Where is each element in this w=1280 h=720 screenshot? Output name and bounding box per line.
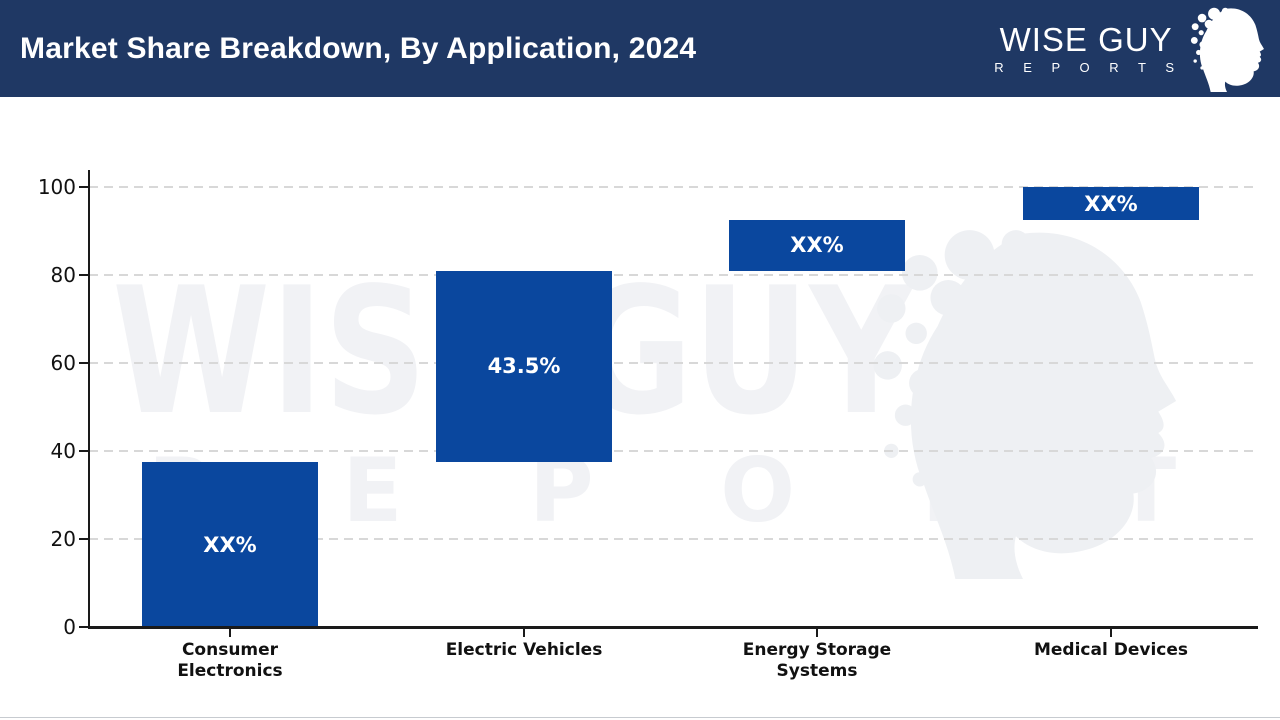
bar-value-label-consumer-electronics: XX% <box>203 532 257 557</box>
bar-value-label-electric-vehicles: 43.5% <box>487 354 561 379</box>
logo-reports-text: R E P O R T S <box>994 59 1182 75</box>
y-tick-label-80: 80 <box>50 263 76 287</box>
bar-consumer-electronics: XX% <box>142 462 318 627</box>
gridline-60 <box>89 362 1258 364</box>
header-bar: Market Share Breakdown, By Application, … <box>0 0 1280 97</box>
y-tick-mark-80 <box>79 274 88 276</box>
y-tick-mark-20 <box>79 538 88 540</box>
x-tick-mark-medical-devices <box>1110 629 1112 637</box>
category-label-line: Medical Devices <box>1033 640 1188 660</box>
x-tick-mark-electric-vehicles <box>523 629 525 637</box>
bottom-border-line <box>0 717 1280 718</box>
y-tick-mark-60 <box>79 362 88 364</box>
category-label-line: Electric Vehicles <box>445 640 603 660</box>
bar-value-label-energy-storage-systems: XX% <box>790 233 844 258</box>
gridline-80 <box>89 274 1258 276</box>
y-tick-label-20: 20 <box>50 527 76 551</box>
y-axis-line <box>88 170 90 629</box>
gridline-40 <box>89 450 1258 452</box>
bar-energy-storage-systems: XX% <box>729 220 905 271</box>
y-tick-label-40: 40 <box>50 439 76 463</box>
bar-value-label-medical-devices: XX% <box>1084 191 1138 216</box>
wise-guy-logo: WISE GUY R E P O R T S <box>990 6 1266 92</box>
logo-brand-text: WISE GUY <box>999 20 1173 58</box>
x-tick-mark-energy-storage-systems <box>816 629 818 637</box>
y-tick-mark-100 <box>79 186 88 188</box>
logo-text: WISE GUY R E P O R T S <box>990 20 1182 75</box>
category-label-line: Energy Storage <box>742 640 892 660</box>
face-profile-logo-icon <box>1190 7 1264 92</box>
y-tick-mark-40 <box>79 450 88 452</box>
watermark-face-profile <box>873 230 1177 579</box>
bar-electric-vehicles: 43.5% <box>436 270 612 462</box>
page-title: Market Share Breakdown, By Application, … <box>20 31 697 65</box>
x-category-label-electric-vehicles: Electric Vehicles <box>379 640 669 661</box>
x-category-label-medical-devices: Medical Devices <box>966 640 1256 661</box>
x-category-label-consumer-electronics: Consumer Electronics <box>85 640 375 682</box>
category-label-line: Electronics <box>177 661 283 681</box>
y-tick-mark-0 <box>79 626 88 628</box>
y-tick-label-0: 0 <box>63 615 76 639</box>
x-tick-mark-consumer-electronics <box>229 629 231 637</box>
category-label-line: Consumer <box>181 640 279 660</box>
x-category-label-energy-storage-systems: Energy Storage Systems <box>672 640 962 682</box>
y-tick-label-60: 60 <box>50 351 76 375</box>
y-tick-label-100: 100 <box>37 175 76 199</box>
gridline-20 <box>89 538 1258 540</box>
chart-area: WISE GUY R E P O R T S 020406080100XX%Co… <box>0 97 1280 720</box>
gridline-100 <box>89 186 1258 188</box>
bar-medical-devices: XX% <box>1023 187 1199 220</box>
category-label-line: Systems <box>776 661 858 681</box>
x-axis-line <box>88 626 1258 629</box>
